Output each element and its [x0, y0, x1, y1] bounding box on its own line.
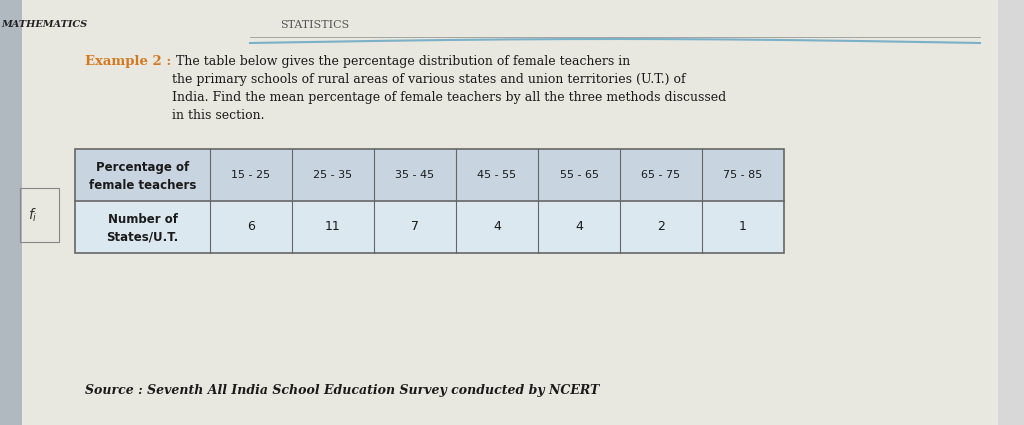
- Text: 4: 4: [494, 221, 501, 233]
- Text: $f_i$: $f_i$: [28, 206, 38, 224]
- Text: 7: 7: [411, 221, 419, 233]
- Text: 75 - 85: 75 - 85: [723, 170, 763, 180]
- Text: The table below gives the percentage distribution of female teachers in
the prim: The table below gives the percentage dis…: [172, 55, 726, 122]
- Text: 6: 6: [247, 221, 255, 233]
- FancyBboxPatch shape: [75, 149, 784, 201]
- Text: MATHEMATICS: MATHEMATICS: [1, 20, 87, 29]
- Text: female teachers: female teachers: [89, 179, 197, 192]
- Text: 65 - 75: 65 - 75: [641, 170, 681, 180]
- Text: 45 - 55: 45 - 55: [477, 170, 516, 180]
- Text: 15 - 25: 15 - 25: [231, 170, 270, 180]
- Text: 11: 11: [326, 221, 341, 233]
- Text: 55 - 65: 55 - 65: [559, 170, 598, 180]
- Text: 4: 4: [575, 221, 583, 233]
- Text: 25 - 35: 25 - 35: [313, 170, 352, 180]
- Text: 35 - 45: 35 - 45: [395, 170, 434, 180]
- Text: States/U.T.: States/U.T.: [106, 231, 178, 244]
- Text: Percentage of: Percentage of: [96, 161, 189, 174]
- Text: 2: 2: [657, 221, 665, 233]
- Text: Number of: Number of: [108, 212, 177, 226]
- Text: Source : Seventh All India School Education Survey conducted by NCERT: Source : Seventh All India School Educat…: [85, 384, 599, 397]
- Text: STATISTICS: STATISTICS: [280, 20, 349, 30]
- FancyBboxPatch shape: [75, 201, 784, 253]
- FancyBboxPatch shape: [18, 0, 998, 425]
- Text: 1: 1: [739, 221, 746, 233]
- FancyBboxPatch shape: [0, 0, 22, 425]
- Text: Example 2 :: Example 2 :: [85, 55, 171, 68]
